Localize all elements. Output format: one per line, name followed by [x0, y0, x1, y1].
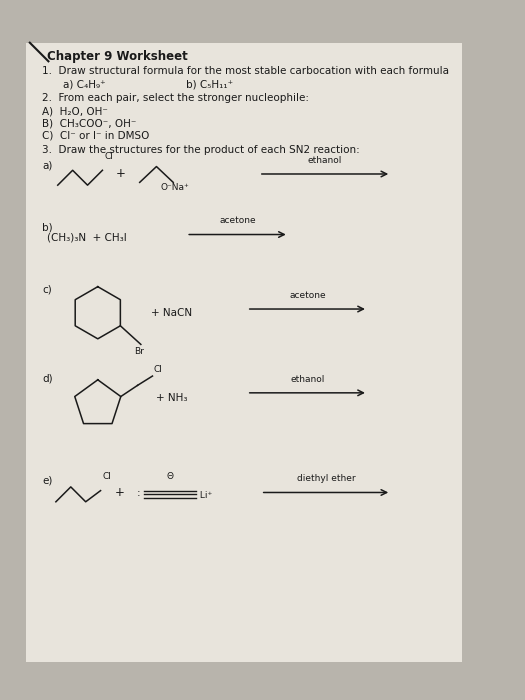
Text: a): a)	[42, 161, 52, 171]
Text: Cl: Cl	[153, 365, 162, 375]
Text: (CH₃)₃N  + CH₃I: (CH₃)₃N + CH₃I	[47, 232, 127, 243]
Text: Cl: Cl	[104, 152, 113, 161]
Text: b): b)	[42, 223, 52, 232]
Text: d): d)	[42, 373, 52, 384]
Text: b) C₅H₁₁⁺: b) C₅H₁₁⁺	[186, 79, 234, 89]
Text: acetone: acetone	[289, 290, 326, 300]
Text: a) C₄H₉⁺: a) C₄H₉⁺	[64, 79, 106, 89]
Text: Θ: Θ	[167, 473, 174, 482]
Text: B)  CH₃COO⁻, OH⁻: B) CH₃COO⁻, OH⁻	[42, 118, 136, 128]
Text: Br: Br	[134, 347, 144, 356]
Text: diethyl ether: diethyl ether	[297, 474, 355, 483]
Text: O⁻Na⁺: O⁻Na⁺	[160, 183, 189, 192]
Text: c): c)	[42, 285, 51, 295]
Text: :: :	[137, 489, 141, 498]
Text: e): e)	[42, 476, 52, 486]
Text: + NH₃: + NH₃	[156, 393, 188, 402]
Text: + NaCN: + NaCN	[151, 308, 192, 318]
Text: 2.  From each pair, select the stronger nucleophile:: 2. From each pair, select the stronger n…	[42, 93, 309, 103]
Text: Cl: Cl	[102, 473, 111, 482]
Text: 1.  Draw structural formula for the most stable carbocation with each formula: 1. Draw structural formula for the most …	[42, 66, 449, 76]
Text: +: +	[116, 167, 126, 181]
FancyBboxPatch shape	[26, 43, 462, 662]
Text: acetone: acetone	[219, 216, 256, 225]
Text: C)  Cl⁻ or I⁻ in DMSO: C) Cl⁻ or I⁻ in DMSO	[42, 130, 149, 140]
Text: 3.  Draw the structures for the product of each SN2 reaction:: 3. Draw the structures for the product o…	[42, 145, 360, 155]
Text: +: +	[114, 486, 124, 499]
Text: ethanol: ethanol	[308, 155, 342, 164]
Text: A)  H₂O, OH⁻: A) H₂O, OH⁻	[42, 106, 108, 116]
Text: Li⁺: Li⁺	[197, 491, 213, 500]
Text: Chapter 9 Worksheet: Chapter 9 Worksheet	[47, 50, 187, 63]
Text: ethanol: ethanol	[290, 374, 324, 384]
